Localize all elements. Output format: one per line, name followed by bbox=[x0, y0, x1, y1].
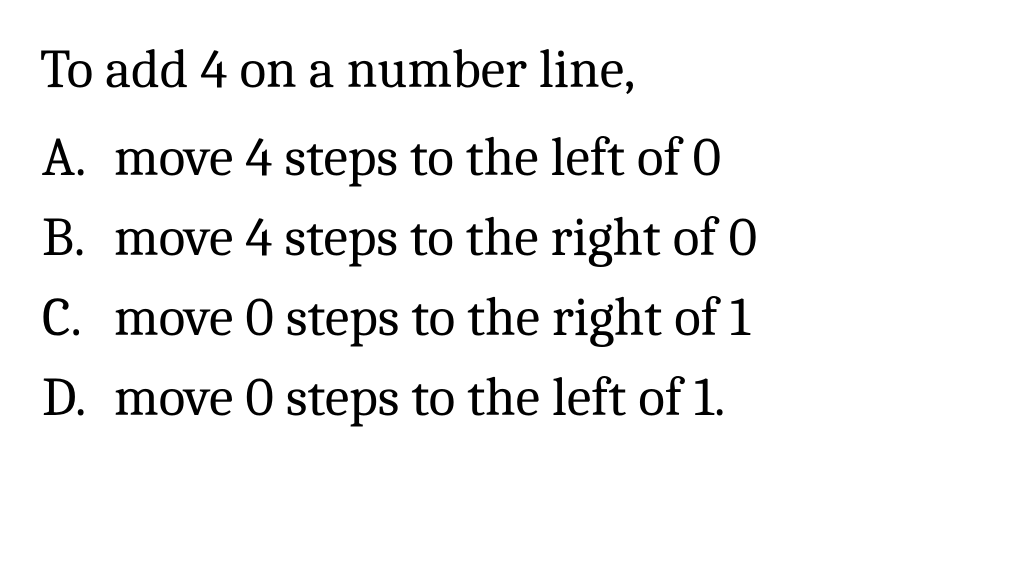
option-c: C. move 0 steps to the right of 1 bbox=[40, 278, 984, 358]
question-stem: To add 4 on a number line, bbox=[40, 32, 984, 106]
option-letter: D. bbox=[40, 358, 114, 438]
option-d: D. move 0 steps to the left of 1. bbox=[40, 358, 984, 438]
option-text: move 4 steps to the left of 0 bbox=[114, 118, 984, 198]
option-text: move 0 steps to the right of 1 bbox=[114, 278, 984, 358]
options-list: A. move 4 steps to the left of 0 B. move… bbox=[40, 118, 984, 437]
option-text: move 0 steps to the left of 1. bbox=[114, 358, 984, 438]
option-a: A. move 4 steps to the left of 0 bbox=[40, 118, 984, 198]
option-text: move 4 steps to the right of 0 bbox=[114, 198, 984, 278]
option-letter: B. bbox=[40, 198, 114, 278]
option-letter: A. bbox=[40, 118, 114, 198]
option-b: B. move 4 steps to the right of 0 bbox=[40, 198, 984, 278]
option-letter: C. bbox=[40, 278, 114, 358]
